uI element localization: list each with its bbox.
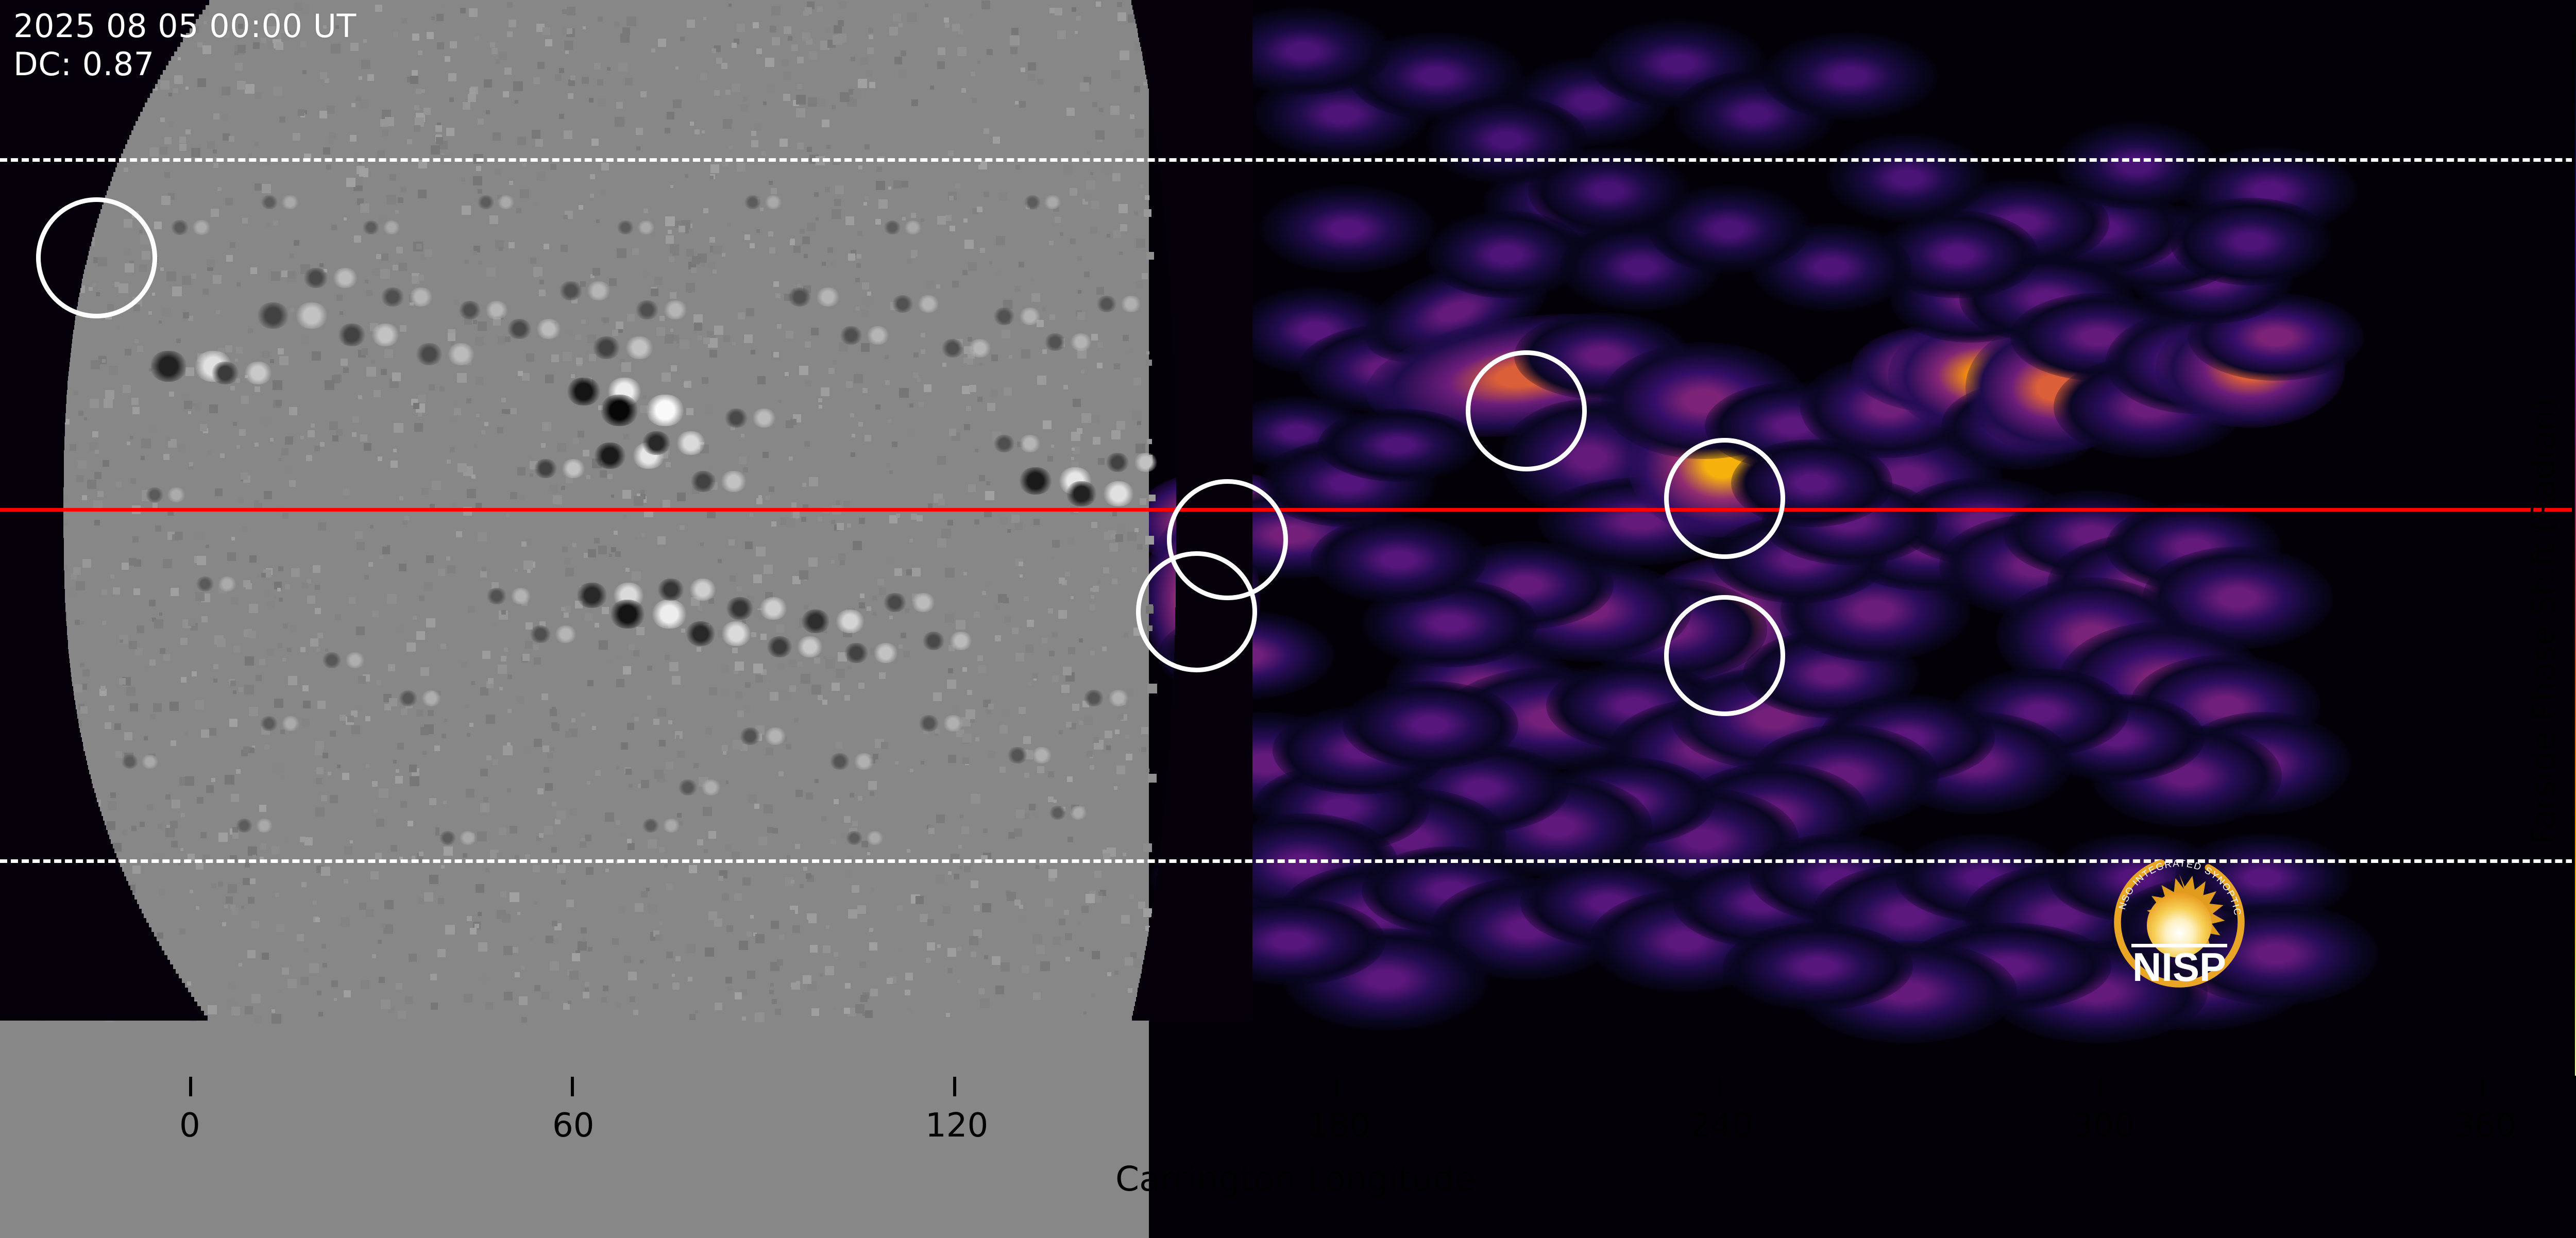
xtick-label-300: 300 [2072,1107,2135,1145]
marked-region-circle[interactable] [1664,595,1785,716]
xtick-mark [189,1077,192,1096]
observation-timestamp-overlay: 2025 08 05 00:00 UT DC: 0.87 [13,7,357,84]
marked-region-circle[interactable] [1136,551,1257,672]
xtick-label-120: 120 [925,1107,988,1145]
timestamp-text: 2025 08 05 00:00 UT [13,7,357,45]
marked-region-circle[interactable] [1664,438,1785,559]
duty-cycle-text: DC: 0.87 [13,45,155,83]
xtick-label-60: 60 [552,1107,594,1145]
marked-region-circle[interactable] [1466,350,1587,471]
xtick-mark [2481,1077,2484,1096]
xtick-mark [953,1077,956,1096]
latitude-dashed-line-north [0,158,2294,162]
marked-region-circle[interactable] [36,197,157,318]
xtick-label-360: 360 [2453,1107,2516,1145]
synoptic-map-plot[interactable]: 2025 08 05 00:00 UT DC: 0.87 [0,0,2294,1023]
farside-colorbar [2572,34,2576,1079]
xtick-mark [571,1077,574,1096]
xtick-label-0: 0 [179,1107,200,1145]
x-axis-label: Carrington Longitude [1115,1159,1476,1199]
nisp-logo: NISP NSO INTEGRATED SYNOPTIC PROGRAM [2102,845,2257,999]
xtick-mark [1335,1077,1338,1096]
equator-line [0,508,2294,512]
xtick-label-240: 240 [1690,1107,1753,1145]
farside-colorbar-title: Farside Phase Shift (Radian) [2524,398,2562,845]
limb-mask-strip [1132,1015,1252,1021]
nisp-acronym-text: NISP [2132,944,2226,990]
xtick-mark [2100,1077,2103,1096]
latitude-dashed-line-south [0,859,2294,863]
limb-mask-strip [0,1015,208,1021]
xtick-label-180: 180 [1308,1107,1370,1145]
xtick-mark [1718,1077,1721,1096]
